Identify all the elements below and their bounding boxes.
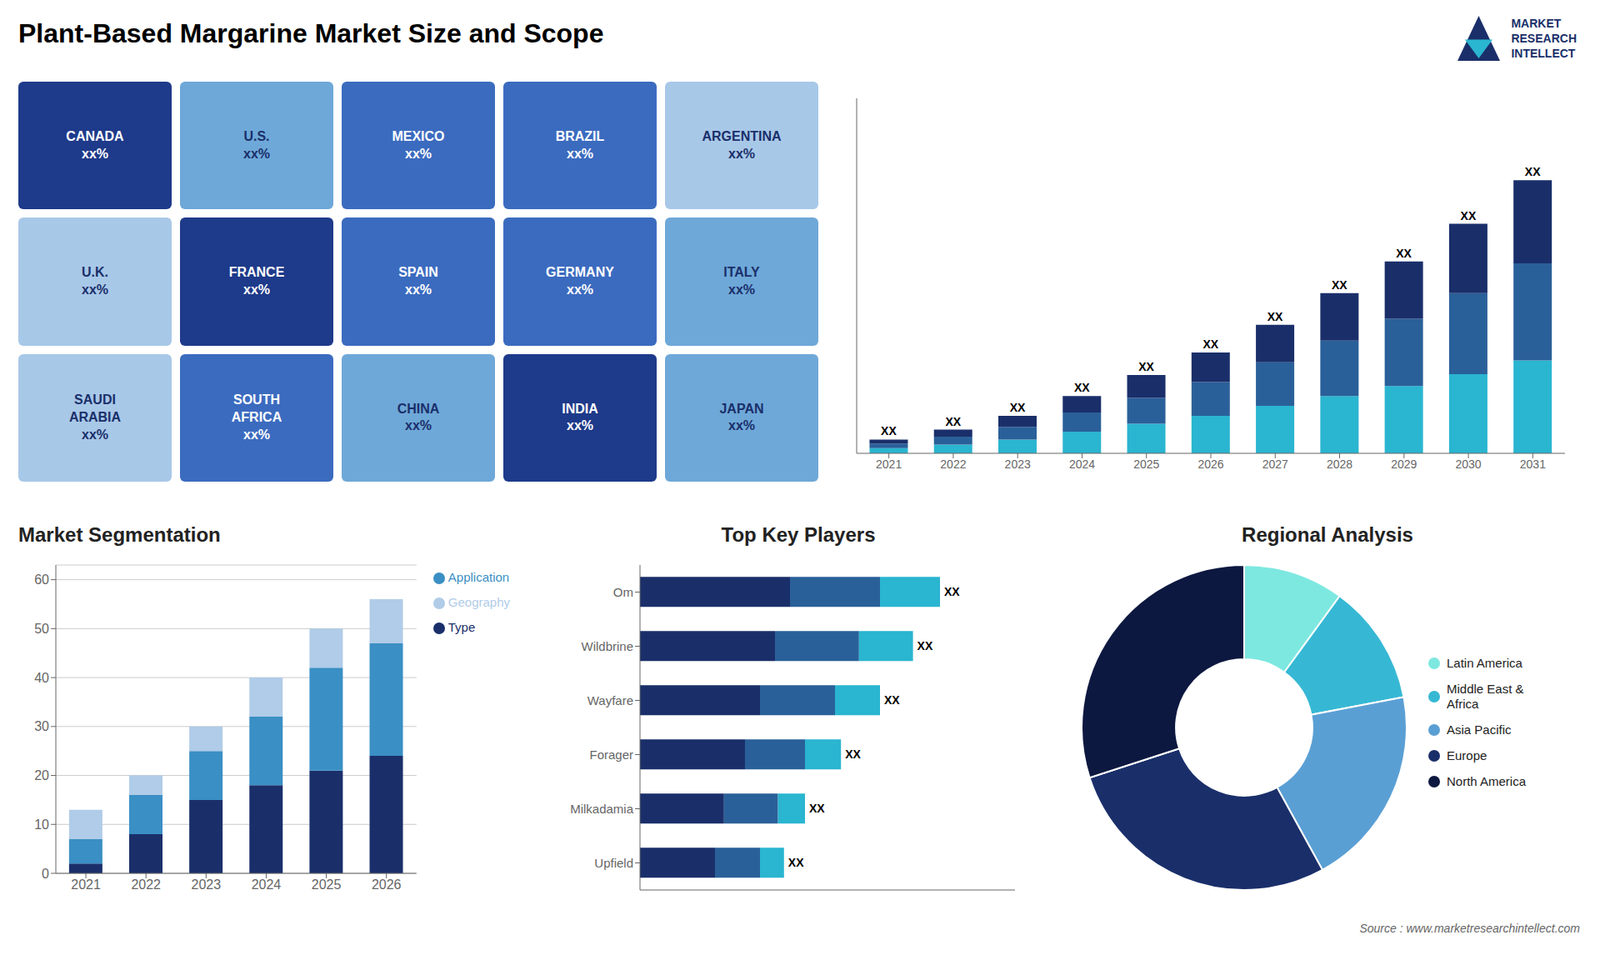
svg-text:XX: XX xyxy=(845,747,861,761)
svg-text:2027: 2027 xyxy=(1262,457,1289,471)
html-text:Asia Pacific: Asia Pacific xyxy=(1446,722,1512,737)
html-text:xx%: xx% xyxy=(728,146,755,161)
svg-text:Wayfare: Wayfare xyxy=(587,693,634,708)
svg-text:2026: 2026 xyxy=(1197,457,1224,471)
svg-text:Om: Om xyxy=(613,585,634,600)
svg-text:2022: 2022 xyxy=(940,457,966,471)
svg-text:XX: XX xyxy=(944,585,960,599)
html-text:Regional Analysis: Regional Analysis xyxy=(1241,523,1414,546)
svg-text:Milkadamia: Milkadamia xyxy=(570,801,635,816)
svg-text:40: 40 xyxy=(34,670,50,685)
html-text:xx%: xx% xyxy=(81,282,109,297)
svg-text:60: 60 xyxy=(34,572,50,587)
svg-text:XX: XX xyxy=(1138,360,1155,374)
svg-text:XX: XX xyxy=(880,424,897,438)
html-text:MEXICO: MEXICO xyxy=(392,129,445,144)
html-text:INDIA: INDIA xyxy=(561,401,599,416)
html-text:Top Key Players: Top Key Players xyxy=(721,523,876,546)
svg-text:0: 0 xyxy=(41,866,50,881)
svg-text:2024: 2024 xyxy=(251,877,282,892)
html-text:xx%: xx% xyxy=(405,282,432,297)
html-text:U.S.: U.S. xyxy=(243,129,270,144)
svg-text:XX: XX xyxy=(945,415,961,429)
svg-text:20: 20 xyxy=(34,768,50,783)
svg-text:XX: XX xyxy=(1074,380,1090,395)
html-text:Market Segmentation: Market Segmentation xyxy=(18,523,221,546)
svg-text:XX: XX xyxy=(884,693,900,707)
html-text:xx%: xx% xyxy=(566,146,594,161)
svg-text:50: 50 xyxy=(34,621,50,636)
html-text:ITALY: ITALY xyxy=(723,265,760,280)
html-text:INTELLECT: INTELLECT xyxy=(1511,46,1576,61)
html-text:xx%: xx% xyxy=(405,418,432,433)
svg-text:Wildbrine: Wildbrine xyxy=(580,639,634,654)
html-text:Africa: Africa xyxy=(1446,696,1479,712)
svg-text:XX: XX xyxy=(1460,209,1477,223)
svg-text:XX: XX xyxy=(1010,400,1026,415)
html-text:xx%: xx% xyxy=(405,146,432,161)
svg-text:2026: 2026 xyxy=(371,877,402,892)
html-text:JAPAN: JAPAN xyxy=(719,401,764,416)
svg-text:2024: 2024 xyxy=(1069,457,1095,471)
html-text:RESEARCH: RESEARCH xyxy=(1511,31,1577,45)
html-text:Geography: Geography xyxy=(448,595,510,610)
html-text:Plant-Based Margarine Market S: Plant-Based Margarine Market Size and Sc… xyxy=(18,18,604,49)
svg-text:30: 30 xyxy=(34,719,50,734)
svg-text:XX: XX xyxy=(1331,278,1348,292)
html-text:CANADA: CANADA xyxy=(66,129,124,144)
html-text:MARKET: MARKET xyxy=(1511,16,1562,30)
html-text:Type: Type xyxy=(448,620,476,635)
svg-text:XX: XX xyxy=(1395,246,1412,260)
html-text:U.K.: U.K. xyxy=(81,265,109,280)
svg-text:Upfield: Upfield xyxy=(594,855,634,870)
html-text:SAUDI: SAUDI xyxy=(74,392,116,407)
html-text:xx%: xx% xyxy=(243,427,270,442)
html-text:xx%: xx% xyxy=(566,418,594,433)
html-text:ARGENTINA: ARGENTINA xyxy=(702,129,782,144)
html-text:Middle East &: Middle East & xyxy=(1446,681,1524,696)
svg-text:2030: 2030 xyxy=(1455,457,1482,471)
html-text:GERMANY: GERMANY xyxy=(545,265,615,280)
html-text:xx%: xx% xyxy=(728,282,755,297)
svg-text:2025: 2025 xyxy=(1133,457,1160,471)
html-text:Source : www.marketresearchint: Source : www.marketresearchintellect.com xyxy=(1359,921,1580,935)
svg-text:2022: 2022 xyxy=(130,877,161,892)
html-text:xx%: xx% xyxy=(243,282,270,297)
html-text:CHINA: CHINA xyxy=(397,401,440,416)
html-text:BRAZIL: BRAZIL xyxy=(555,129,605,144)
svg-text:XX: XX xyxy=(1267,310,1284,324)
html-text:Europe: Europe xyxy=(1446,748,1487,763)
html-text:xx%: xx% xyxy=(728,418,755,433)
svg-text:XX: XX xyxy=(1525,165,1541,179)
html-text:Latin America: Latin America xyxy=(1446,655,1523,670)
svg-text:2029: 2029 xyxy=(1390,457,1417,471)
svg-text:XX: XX xyxy=(1202,337,1219,351)
html-text:ARABIA: ARABIA xyxy=(69,409,121,425)
svg-text:XX: XX xyxy=(788,855,805,870)
html-text:FRANCE: FRANCE xyxy=(228,265,285,280)
html-text:Application: Application xyxy=(448,570,510,585)
html-text:SOUTH: SOUTH xyxy=(233,392,280,407)
html-text:xx%: xx% xyxy=(243,146,270,161)
svg-text:XX: XX xyxy=(917,639,934,653)
svg-text:2031: 2031 xyxy=(1520,457,1546,471)
html-text:SPAIN: SPAIN xyxy=(398,265,439,280)
html-text:AFRICA: AFRICA xyxy=(231,409,282,425)
svg-text:Forager: Forager xyxy=(589,747,634,762)
svg-text:2025: 2025 xyxy=(311,877,342,892)
svg-text:XX: XX xyxy=(809,801,825,815)
svg-text:2023: 2023 xyxy=(1005,457,1031,471)
html-text:North America: North America xyxy=(1446,773,1526,788)
svg-text:10: 10 xyxy=(34,817,50,832)
html-text:xx%: xx% xyxy=(81,427,109,442)
svg-text:2023: 2023 xyxy=(191,877,222,892)
svg-text:2021: 2021 xyxy=(875,457,902,471)
svg-text:2021: 2021 xyxy=(70,877,101,892)
html-text:xx%: xx% xyxy=(81,146,109,161)
html-text:xx%: xx% xyxy=(566,282,594,297)
svg-text:2028: 2028 xyxy=(1326,457,1353,471)
